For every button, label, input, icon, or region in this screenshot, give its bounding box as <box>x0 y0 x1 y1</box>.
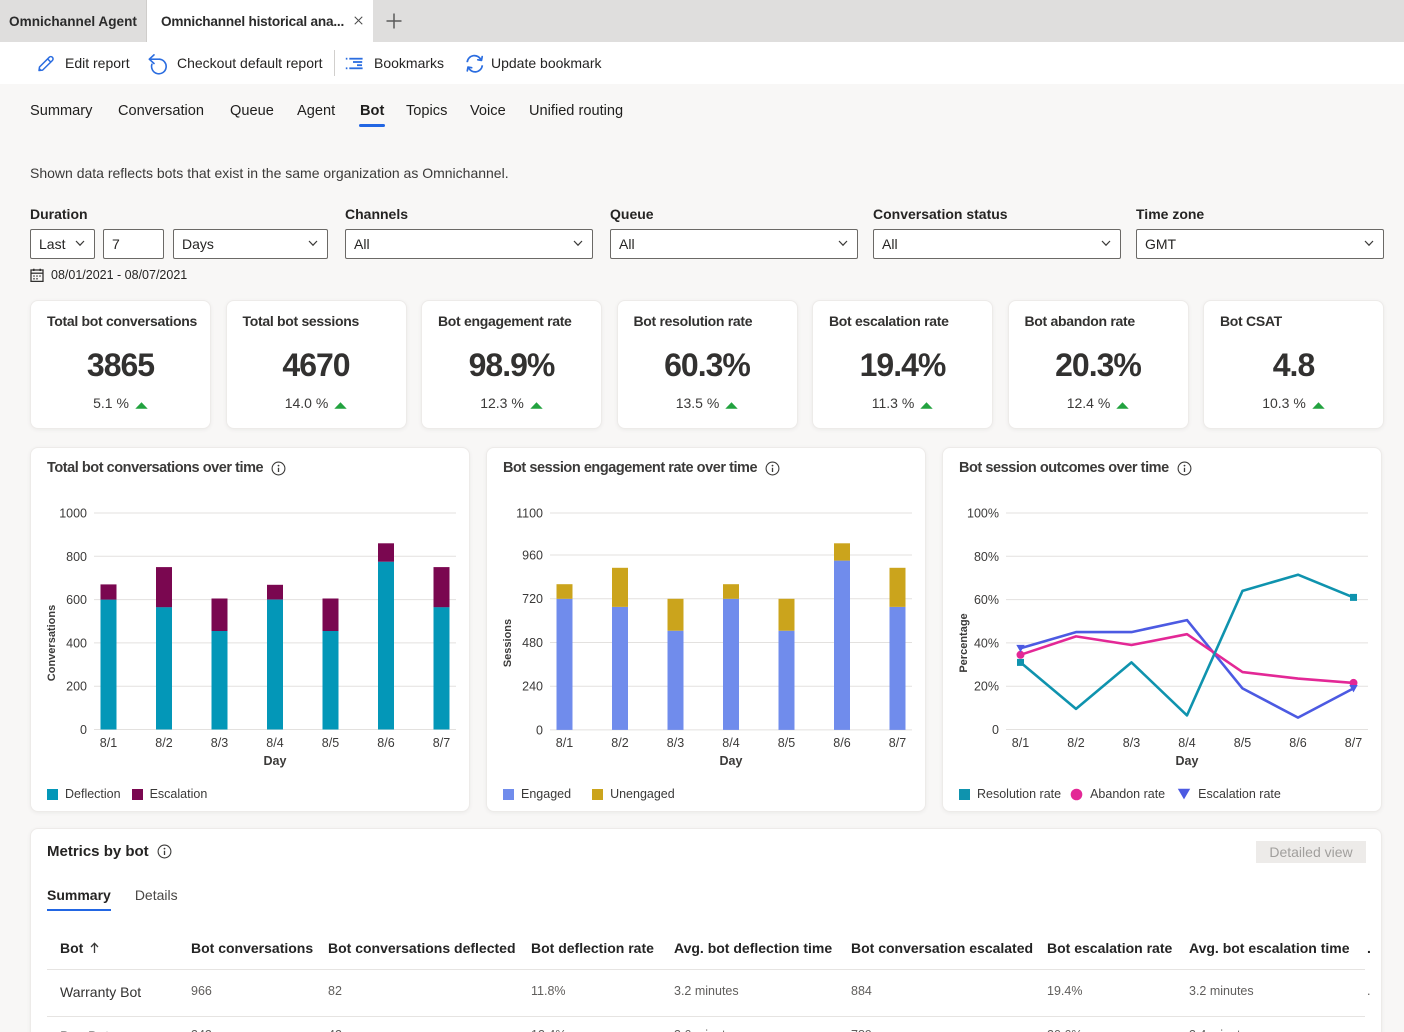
svg-text:8/5: 8/5 <box>778 736 795 750</box>
svg-text:1100: 1100 <box>516 507 543 521</box>
svg-text:Day: Day <box>720 754 743 768</box>
svg-text:Day: Day <box>1176 754 1199 768</box>
svg-text:0: 0 <box>536 723 543 737</box>
svg-text:600: 600 <box>66 593 87 607</box>
svg-text:8/5: 8/5 <box>322 736 339 750</box>
svg-text:0: 0 <box>80 723 87 737</box>
svg-text:8/1: 8/1 <box>556 736 573 750</box>
svg-text:8/4: 8/4 <box>1178 736 1195 750</box>
svg-text:Conversations: Conversations <box>46 605 58 681</box>
svg-text:800: 800 <box>66 550 87 564</box>
svg-text:8/2: 8/2 <box>155 736 172 750</box>
svg-text:40%: 40% <box>974 636 999 650</box>
svg-text:8/4: 8/4 <box>722 736 739 750</box>
svg-text:Day: Day <box>264 754 287 768</box>
svg-text:960: 960 <box>522 549 543 563</box>
svg-text:8/3: 8/3 <box>1123 736 1140 750</box>
svg-text:8/6: 8/6 <box>833 736 850 750</box>
svg-text:8/7: 8/7 <box>1345 736 1362 750</box>
svg-text:20%: 20% <box>974 680 999 694</box>
svg-text:80%: 80% <box>974 550 999 564</box>
svg-text:8/2: 8/2 <box>1067 736 1084 750</box>
svg-text:8/7: 8/7 <box>433 736 450 750</box>
svg-text:8/5: 8/5 <box>1234 736 1251 750</box>
svg-text:8/3: 8/3 <box>667 736 684 750</box>
svg-text:8/3: 8/3 <box>211 736 228 750</box>
svg-text:60%: 60% <box>974 593 999 607</box>
svg-text:Percentage: Percentage <box>958 613 970 672</box>
svg-text:8/7: 8/7 <box>889 736 906 750</box>
svg-text:1000: 1000 <box>59 507 87 521</box>
svg-text:0: 0 <box>992 723 999 737</box>
svg-text:8/1: 8/1 <box>100 736 117 750</box>
svg-text:8/4: 8/4 <box>266 736 283 750</box>
svg-text:480: 480 <box>522 636 543 650</box>
svg-text:100%: 100% <box>967 507 999 521</box>
svg-text:8/6: 8/6 <box>377 736 394 750</box>
svg-text:8/6: 8/6 <box>1289 736 1306 750</box>
svg-text:240: 240 <box>522 680 543 694</box>
svg-text:720: 720 <box>522 592 543 606</box>
svg-text:8/2: 8/2 <box>611 736 628 750</box>
svg-text:8/1: 8/1 <box>1012 736 1029 750</box>
svg-text:Sessions: Sessions <box>502 619 514 667</box>
svg-text:200: 200 <box>66 680 87 694</box>
svg-text:400: 400 <box>66 636 87 650</box>
